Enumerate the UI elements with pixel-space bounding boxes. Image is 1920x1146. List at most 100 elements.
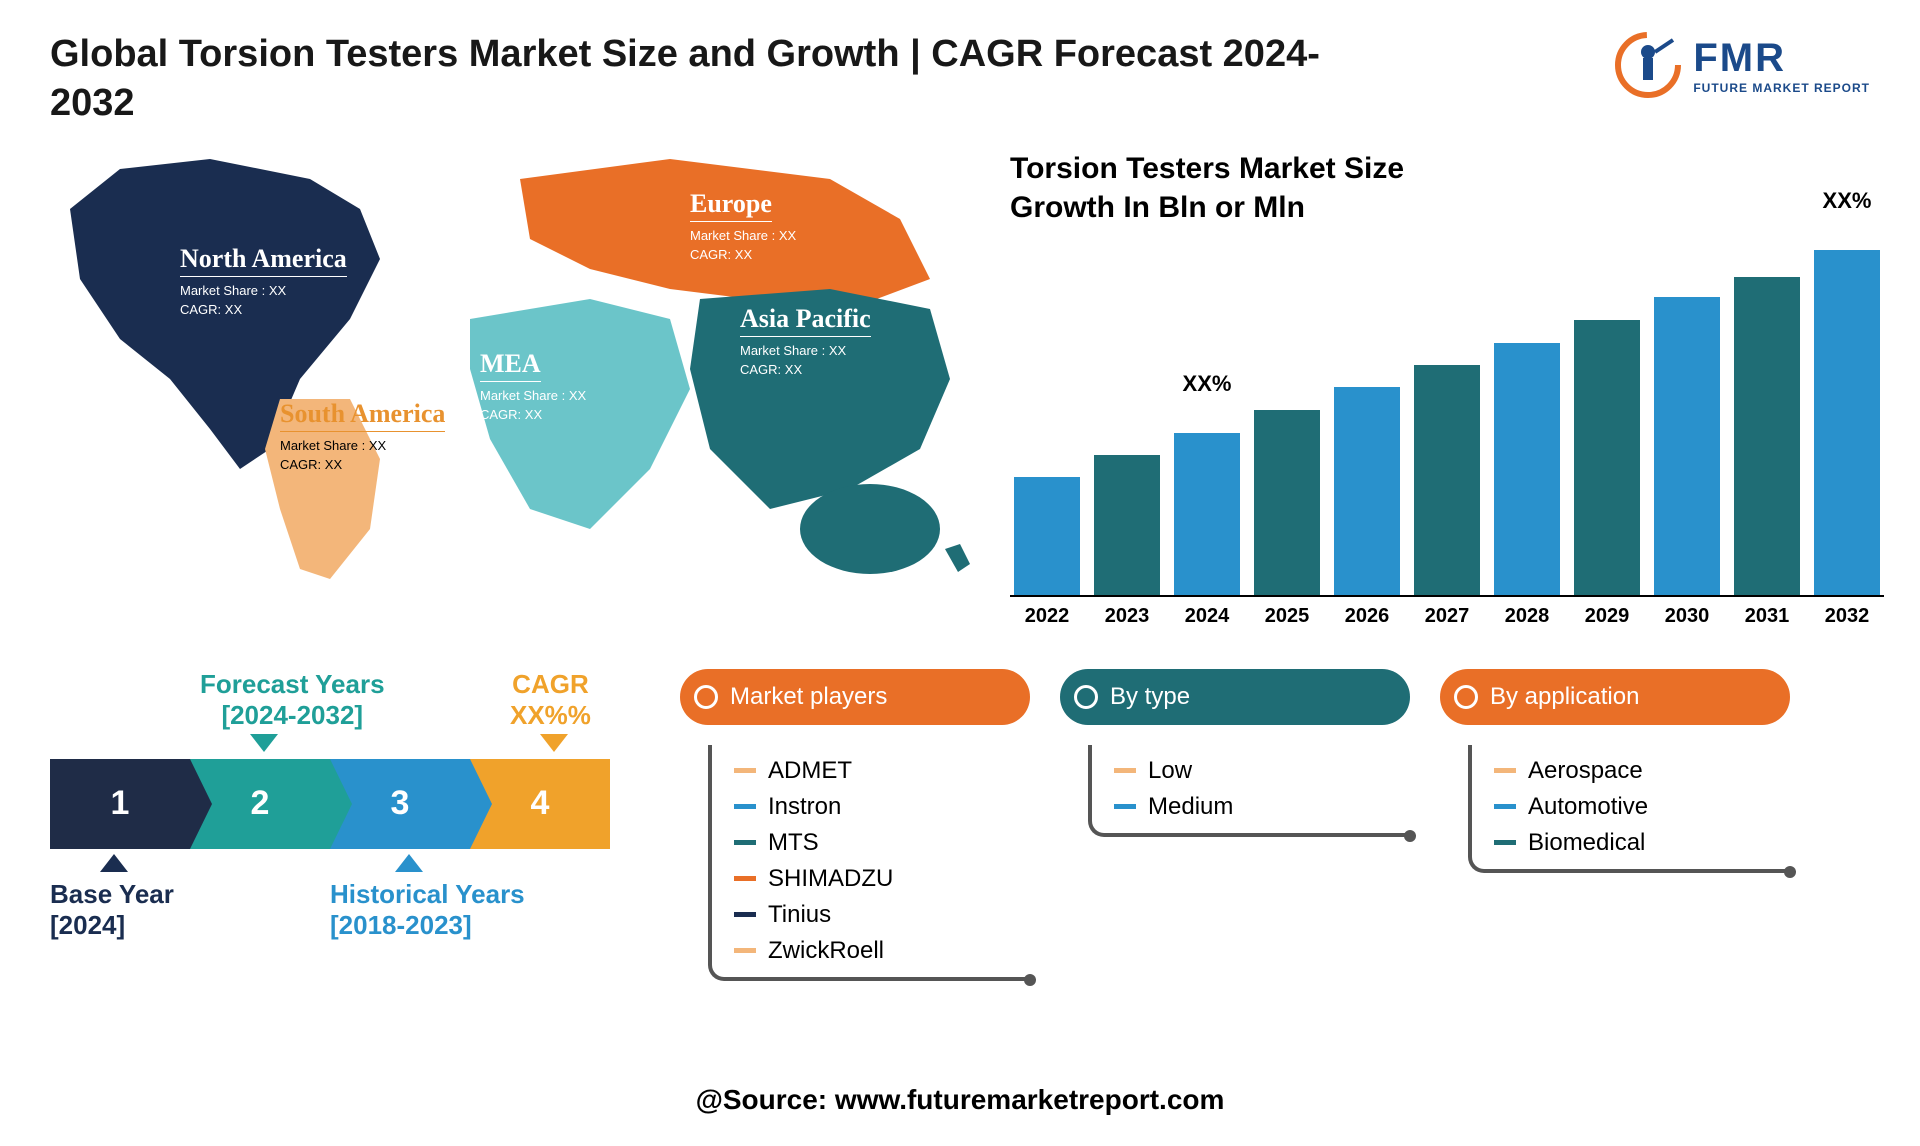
bar	[1014, 477, 1080, 595]
tl-hist-text: Historical Years	[330, 879, 525, 910]
cat-item-label: SHIMADZU	[768, 865, 893, 893]
tl-forecast: Forecast Years [2024-2032]	[200, 669, 385, 731]
bar-label: 2032	[1814, 605, 1880, 628]
tick-icon	[734, 948, 756, 953]
cat-item: Low	[1114, 753, 1410, 789]
cat-type-list: Low Medium	[1088, 745, 1410, 837]
bar-col	[1094, 455, 1160, 595]
cat-players-list: ADMET Instron MTS SHIMADZU Tinius ZwickRoell	[708, 745, 1030, 981]
region-nz-shape	[945, 544, 970, 572]
tick-icon	[734, 840, 756, 845]
region-au-shape	[800, 484, 940, 574]
region-ap-cagr: CAGR: XX	[740, 360, 871, 380]
bar-label: 2024	[1174, 605, 1240, 628]
bar-label: 2027	[1414, 605, 1480, 628]
bar-label: 2029	[1574, 605, 1640, 628]
tick-icon	[1114, 804, 1136, 809]
region-ap: Asia Pacific Market Share : XX CAGR: XX	[740, 304, 871, 380]
bar	[1254, 410, 1320, 595]
tl-forecast-text: Forecast Years	[200, 669, 385, 700]
bar	[1814, 250, 1880, 595]
world-map: North America Market Share : XX CAGR: XX…	[50, 149, 970, 589]
cat-type-header: By type	[1060, 669, 1410, 725]
page-title: Global Torsion Testers Market Size and G…	[50, 30, 1350, 129]
cat-item: Medium	[1114, 789, 1410, 825]
region-eu: Europe Market Share : XX CAGR: XX	[690, 189, 796, 265]
bar-col	[1734, 277, 1800, 595]
region-ap-name: Asia Pacific	[740, 304, 871, 337]
tl-hist-range: [2018-2023]	[330, 910, 525, 941]
cat-item-label: Low	[1148, 757, 1192, 785]
tick-icon	[1494, 768, 1516, 773]
tl-cagr: CAGR XX%%	[510, 669, 591, 731]
bar-col: XX%	[1814, 250, 1880, 595]
region-ap-share: Market Share : XX	[740, 341, 871, 361]
tick-icon	[734, 804, 756, 809]
tick-icon	[1494, 840, 1516, 845]
region-eu-cagr: CAGR: XX	[690, 245, 796, 265]
bar-annotation: XX%	[1823, 188, 1872, 214]
region-sa-share: Market Share : XX	[280, 436, 445, 456]
logo-text: FMR FUTURE MARKET REPORT	[1693, 36, 1870, 95]
bar	[1094, 455, 1160, 595]
cat-item-label: Biomedical	[1528, 829, 1645, 857]
tick-icon	[734, 876, 756, 881]
region-mea: MEA Market Share : XX CAGR: XX	[480, 349, 586, 425]
tl-tri-cagr	[540, 734, 568, 752]
bar	[1574, 320, 1640, 595]
region-eu-share: Market Share : XX	[690, 226, 796, 246]
cat-item: MTS	[734, 825, 1030, 861]
cat-item-label: Instron	[768, 793, 841, 821]
logo-sub: FUTURE MARKET REPORT	[1693, 81, 1870, 95]
bars-row: XX% XX%	[1010, 237, 1884, 597]
cat-item-label: Automotive	[1528, 793, 1648, 821]
cat-item: Instron	[734, 789, 1030, 825]
cat-application: By application AerospaceAutomotiveBiomed…	[1440, 669, 1790, 873]
cat-item: Tinius	[734, 897, 1030, 933]
bar-label: 2030	[1654, 605, 1720, 628]
tick-icon	[734, 768, 756, 773]
tl-base: Base Year [2024]	[50, 879, 174, 941]
lower-row: Forecast Years [2024-2032] CAGR XX%% 123…	[50, 669, 1870, 981]
bar-label: 2026	[1334, 605, 1400, 628]
bar-col	[1414, 365, 1480, 595]
cat-item-label: ZwickRoell	[768, 937, 884, 965]
cat-item-label: Aerospace	[1528, 757, 1643, 785]
bar	[1734, 277, 1800, 595]
tl-cagr-value: XX%%	[510, 700, 591, 731]
tick-icon	[734, 912, 756, 917]
cat-item: Automotive	[1494, 789, 1790, 825]
bar-col	[1574, 320, 1640, 595]
tl-hist: Historical Years [2018-2023]	[330, 879, 525, 941]
logo-icon	[1613, 30, 1683, 100]
bar	[1174, 433, 1240, 595]
tl-bar: 1234	[50, 759, 610, 849]
cat-application-list: Aerospace Automotive Biomedical	[1468, 745, 1790, 873]
cat-type: By type Low Medium	[1060, 669, 1410, 837]
region-na-share: Market Share : XX	[180, 281, 347, 301]
region-mea-share: Market Share : XX	[480, 386, 586, 406]
source-line: @Source: www.futuremarketreport.com	[0, 1084, 1920, 1116]
tl-cagr-text: CAGR	[510, 669, 591, 700]
bar-annotation: XX%	[1183, 371, 1232, 397]
cat-item: ZwickRoell	[734, 933, 1030, 969]
tl-tri-hist	[395, 854, 423, 872]
bar-col	[1494, 343, 1560, 595]
cat-item: Aerospace	[1494, 753, 1790, 789]
cat-item-label: Medium	[1148, 793, 1233, 821]
bar-col	[1334, 387, 1400, 595]
bar-col	[1014, 477, 1080, 595]
region-na-name: North America	[180, 244, 347, 277]
region-na: North America Market Share : XX CAGR: XX	[180, 244, 347, 320]
bar	[1414, 365, 1480, 595]
region-mea-name: MEA	[480, 349, 541, 382]
cat-item: SHIMADZU	[734, 861, 1030, 897]
region-sa-cagr: CAGR: XX	[280, 455, 445, 475]
cat-item: ADMET	[734, 753, 1030, 789]
tl-tri-forecast	[250, 734, 278, 752]
tl-tri-base	[100, 854, 128, 872]
bar-col	[1654, 297, 1720, 595]
logo: FMR FUTURE MARKET REPORT	[1613, 30, 1870, 100]
bar-col: XX%	[1174, 433, 1240, 595]
header-row: Global Torsion Testers Market Size and G…	[50, 30, 1870, 129]
